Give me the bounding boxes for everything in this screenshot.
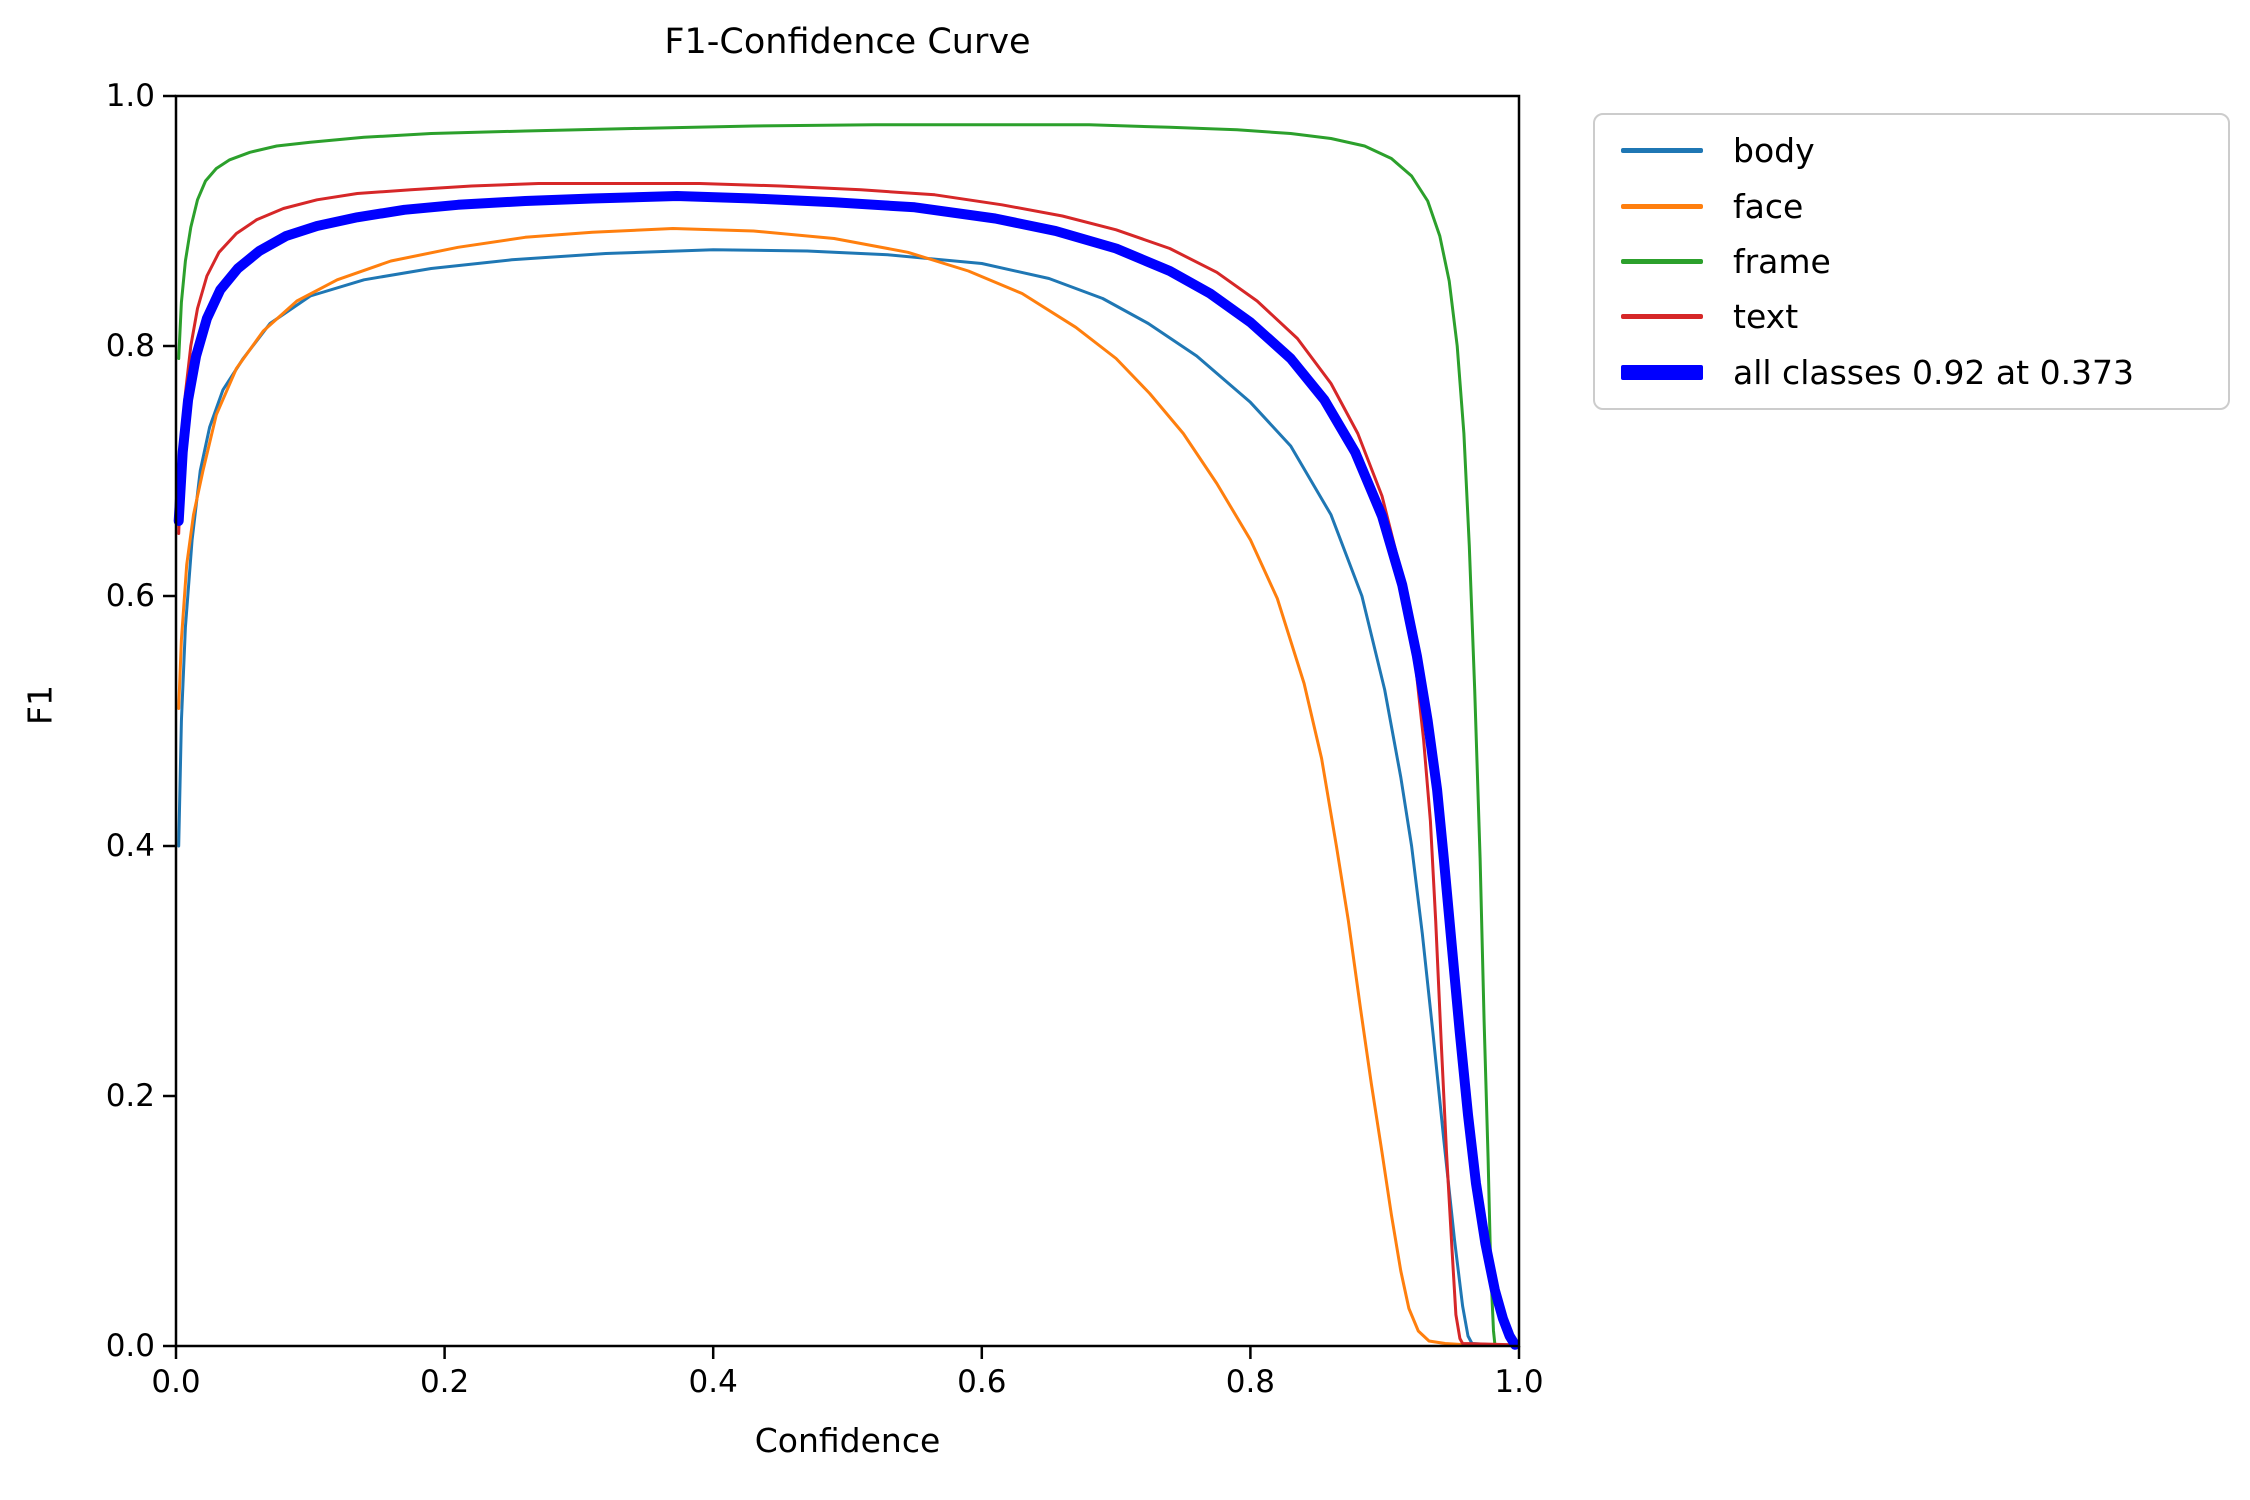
curve-frame bbox=[177, 123, 1497, 1345]
x-tick-label: 0.6 bbox=[957, 1364, 1007, 1400]
y-tick-label: 0.4 bbox=[105, 828, 155, 864]
legend-label: all classes 0.92 at 0.373 bbox=[1733, 352, 2135, 392]
legend-line-sample bbox=[1621, 258, 1703, 264]
y-tick-label: 0.2 bbox=[105, 1078, 155, 1114]
legend-item-text: text bbox=[1595, 297, 2228, 336]
legend-line-sample bbox=[1621, 314, 1703, 320]
legend-label: face bbox=[1733, 186, 1804, 226]
legend-item-all: all classes 0.92 at 0.373 bbox=[1595, 353, 2228, 392]
legend: body face frame text all classes 0.92 at 0.3… bbox=[1593, 113, 2230, 410]
legend-label: body bbox=[1733, 131, 1815, 171]
y-tick-label: 0.6 bbox=[105, 578, 155, 614]
chart-title: F1-Confidence Curve bbox=[664, 22, 1031, 62]
y-tick-label: 0.0 bbox=[105, 1328, 155, 1364]
legend-line-sample bbox=[1621, 148, 1703, 154]
y-tick-label: 0.8 bbox=[105, 328, 155, 364]
legend-item-body: body bbox=[1595, 131, 2228, 170]
legend-label: frame bbox=[1733, 241, 1831, 281]
curve-all bbox=[173, 191, 1520, 1350]
legend-line-sample bbox=[1621, 364, 1703, 380]
x-tick-label: 0.0 bbox=[151, 1364, 201, 1400]
legend-line-sample bbox=[1621, 203, 1703, 209]
y-axis-label: F1 bbox=[20, 685, 60, 725]
curve-body bbox=[177, 248, 1494, 1347]
x-tick-label: 1.0 bbox=[1494, 1364, 1544, 1400]
legend-label: text bbox=[1733, 297, 1799, 337]
x-tick-label: 0.8 bbox=[1225, 1364, 1276, 1400]
x-axis-label: Confidence bbox=[754, 1421, 941, 1460]
y-tick-label: 1.0 bbox=[105, 78, 155, 114]
legend-item-face: face bbox=[1595, 187, 2228, 226]
x-tick-label: 0.4 bbox=[688, 1364, 738, 1400]
legend-item-frame: frame bbox=[1595, 242, 2228, 281]
curve-face bbox=[177, 227, 1467, 1347]
axes-spines bbox=[174, 94, 1521, 1348]
x-tick-label: 0.2 bbox=[419, 1364, 470, 1400]
curve-text bbox=[177, 182, 1514, 1347]
